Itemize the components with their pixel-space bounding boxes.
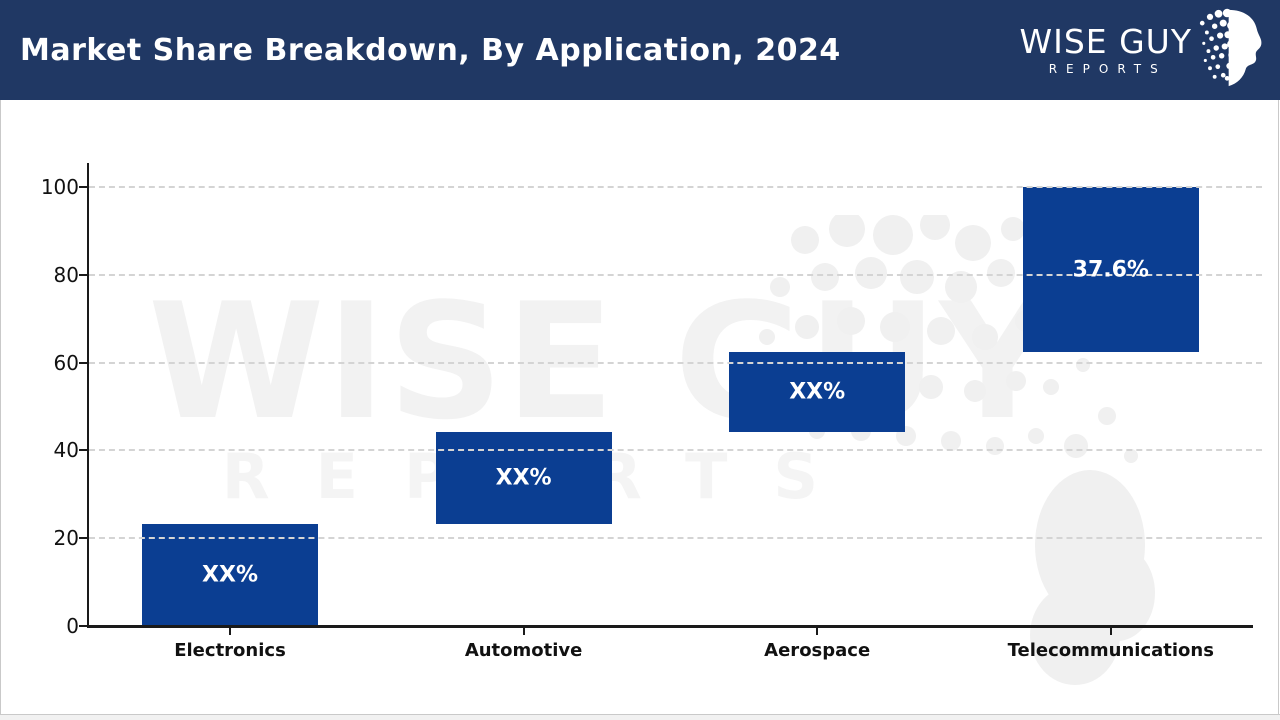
bar-aerospace: [729, 352, 906, 433]
brand-logo-text: WISE GUY REPORTS: [1019, 25, 1192, 76]
frame-border-left: [0, 100, 1, 720]
bar-electronics: [142, 524, 318, 626]
y-tick-label: 80: [53, 262, 79, 287]
gridline-60: [89, 361, 1262, 364]
frame-border-bottom: [0, 714, 1280, 715]
bar-value-label: XX%: [202, 562, 258, 588]
y-tick-mark: [79, 186, 87, 188]
frame-border-right: [1278, 100, 1279, 720]
y-axis-line: [87, 163, 89, 628]
logo-face-icon: [1196, 8, 1266, 92]
bottom-strip: [0, 715, 1280, 720]
gridline-20: [89, 537, 1262, 540]
y-tick-label: 40: [53, 438, 79, 463]
y-tick-mark: [79, 449, 87, 452]
x-tick-mark: [229, 627, 231, 635]
category-label-aerospace: Aerospace: [764, 640, 871, 661]
y-tick-mark: [79, 625, 87, 627]
chart-title: Market Share Breakdown, By Application, …: [20, 32, 841, 68]
y-tick-label: 60: [53, 350, 79, 375]
category-label-automotive: Automotive: [464, 640, 583, 661]
gridline-100: [89, 186, 1262, 188]
bar-automotive: [435, 432, 612, 525]
bar-value-label: XX%: [495, 465, 552, 491]
bar-telecommunications: [1022, 187, 1199, 353]
y-tick-label: 0: [66, 614, 79, 638]
gridline-40: [89, 449, 1262, 452]
logo-wordmark: WISE GUY: [1019, 21, 1192, 61]
x-tick-mark: [1109, 627, 1112, 635]
header: Market Share Breakdown, By Application, …: [0, 0, 1280, 100]
y-tick-mark: [79, 537, 87, 540]
x-tick-mark: [522, 627, 525, 635]
y-tick-mark: [79, 361, 87, 364]
category-label-telecommunications: Telecommunications: [1007, 640, 1214, 661]
category-label-electronics: Electronics: [174, 640, 286, 661]
bar-value-label: XX%: [789, 379, 846, 405]
gridline-80: [89, 273, 1262, 276]
watermark-face-dots-icon: [745, 210, 1165, 689]
x-tick-mark: [816, 627, 819, 635]
y-tick-mark: [79, 273, 87, 276]
y-tick-label: 20: [53, 526, 79, 551]
brand-logo: WISE GUY REPORTS: [1019, 8, 1266, 92]
x-axis-line: [87, 625, 1253, 628]
y-tick-label: 100: [40, 175, 79, 199]
bar-value-label: 37.6%: [1072, 257, 1149, 283]
logo-subtext: REPORTS: [1048, 61, 1167, 76]
